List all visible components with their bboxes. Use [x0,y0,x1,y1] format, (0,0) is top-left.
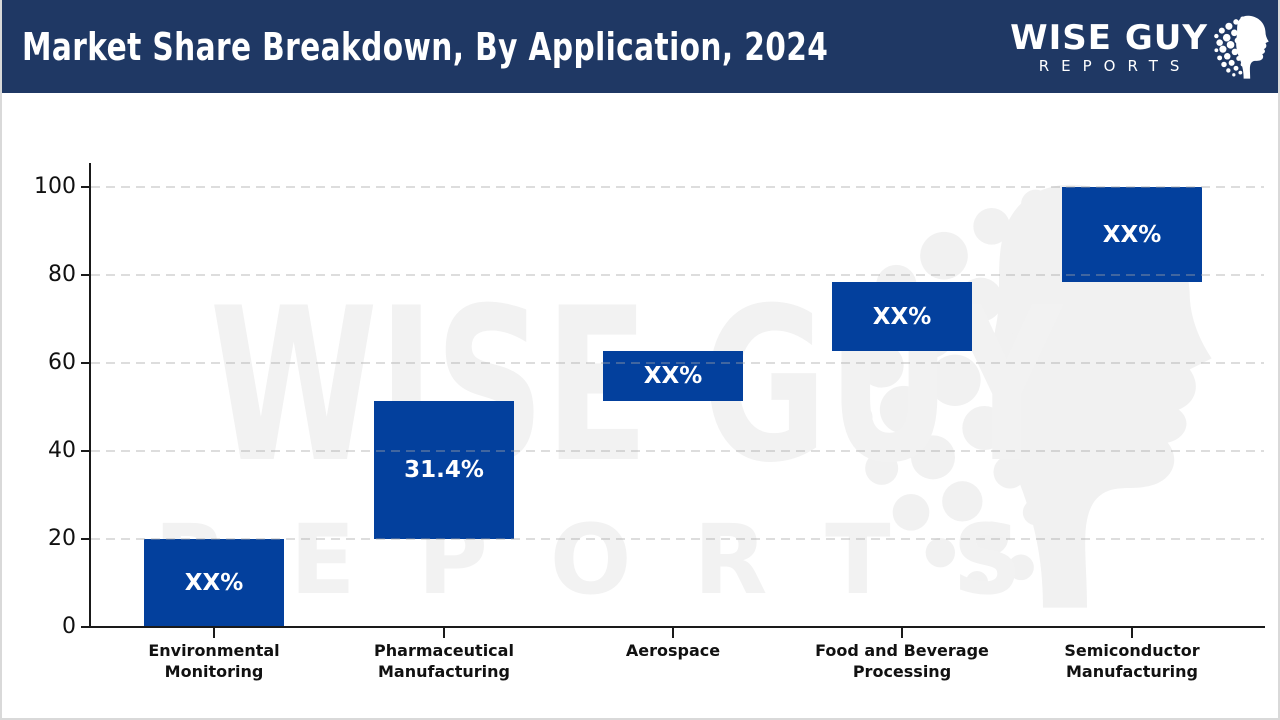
bar-value-label: XX% [643,362,703,389]
x-tick-mark [443,628,445,638]
category-label-environmental-monitoring: Environmental Monitoring [99,640,329,682]
brand-logo: WISE GUY REPORTS [1010,4,1272,90]
dotted-head-profile-icon [1214,15,1269,79]
y-tick-mark [81,626,89,628]
y-tick-mark [81,538,89,540]
y-axis-tick-label: 80 [48,262,76,287]
category-label-semiconductor-manufacturing: Semiconductor Manufacturing [1017,640,1247,682]
category-label-pharmaceutical-manufacturing: Pharmaceutical Manufacturing [329,640,559,682]
bar-value-label: 31.4% [404,456,484,483]
bar-semiconductor-manufacturing: XX% [1062,187,1202,283]
page-title: Market Share Breakdown, By Application, … [22,24,829,69]
category-label-line: Environmental [148,641,280,660]
bar-aerospace: XX% [603,351,743,401]
y-axis-tick-label: 40 [48,438,76,463]
category-label-line: Manufacturing [1066,662,1198,681]
bar-value-label: XX% [872,303,932,330]
gridline-100 [91,186,1264,188]
category-label-line: Processing [852,662,952,681]
gridline-20 [91,538,1264,540]
category-label-line: Monitoring [164,662,264,681]
y-axis-tick-label: 20 [48,526,76,551]
x-tick-mark [901,628,903,638]
brand-subtitle: REPORTS [1038,56,1192,75]
y-axis-line [89,163,91,628]
bar-value-label: XX% [1102,221,1162,248]
brand-logo-text: WISE GUY REPORTS [1010,21,1208,74]
gridline-60 [91,362,1264,364]
category-label-line: Food and Beverage [815,641,989,660]
y-axis-tick-label: 0 [62,614,76,639]
gridline-40 [91,450,1264,452]
x-tick-mark [672,628,674,638]
bar-pharmaceutical-manufacturing: 31.4% [374,400,514,539]
y-tick-mark [81,186,89,188]
y-tick-mark [81,274,89,276]
y-tick-mark [81,362,89,364]
header-bar: Market Share Breakdown, By Application, … [2,0,1278,93]
gridline-80 [91,274,1264,276]
category-label-line: Manufacturing [378,662,510,681]
y-tick-mark [81,450,89,452]
y-axis-tick-label: 100 [34,174,76,199]
brand-name: WISE GUY [1010,17,1208,58]
category-label-aerospace: Aerospace [558,640,788,661]
category-label-line: Pharmaceutical [374,641,514,660]
category-label-line: Aerospace [625,641,721,660]
bar-food-and-beverage-processing: XX% [832,282,972,352]
bar-environmental-monitoring: XX% [144,539,284,627]
y-axis-tick-label: 60 [48,350,76,375]
x-tick-mark [213,628,215,638]
x-tick-mark [1131,628,1133,638]
category-label-line: Semiconductor [1064,641,1200,660]
chart-plot-area: 0 20 40 60 80 100 XX% Environmental Monitoring 31… [2,93,1278,718]
category-label-food-and-beverage-processing: Food and Beverage Processing [787,640,1017,682]
x-axis-line [89,626,1265,628]
bar-value-label: XX% [184,570,244,596]
